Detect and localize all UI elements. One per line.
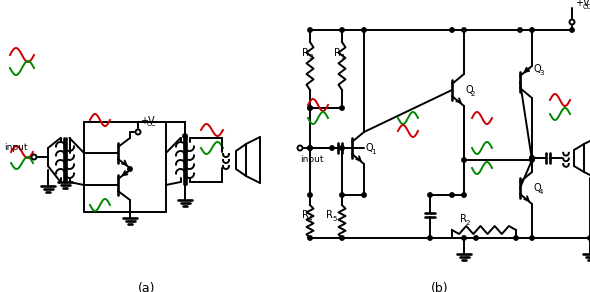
Text: Q: Q: [533, 64, 540, 74]
Text: 3: 3: [539, 70, 543, 76]
Text: 4: 4: [539, 189, 543, 195]
Circle shape: [340, 28, 344, 32]
Text: R: R: [302, 210, 309, 220]
Circle shape: [462, 158, 466, 162]
Circle shape: [340, 106, 344, 110]
Circle shape: [297, 145, 303, 150]
Text: 1: 1: [340, 54, 345, 60]
Text: 2: 2: [471, 91, 476, 97]
Bar: [84, 122, 166, 212]
Circle shape: [428, 193, 432, 197]
Text: Q: Q: [465, 85, 473, 95]
Circle shape: [128, 167, 132, 171]
Circle shape: [308, 146, 312, 150]
Circle shape: [530, 236, 534, 240]
Text: input: input: [300, 155, 323, 164]
Circle shape: [308, 28, 312, 32]
Circle shape: [362, 193, 366, 197]
Circle shape: [462, 193, 466, 197]
Text: 5: 5: [332, 216, 336, 222]
Text: R: R: [334, 48, 341, 58]
Circle shape: [31, 154, 37, 159]
Circle shape: [514, 236, 518, 240]
Text: CC: CC: [147, 121, 156, 128]
Circle shape: [308, 236, 312, 240]
Circle shape: [530, 156, 534, 160]
Circle shape: [340, 193, 344, 197]
Circle shape: [340, 146, 344, 150]
Circle shape: [462, 236, 466, 240]
Text: (a): (a): [138, 282, 156, 292]
Text: R: R: [302, 48, 309, 58]
Circle shape: [183, 134, 187, 138]
Circle shape: [588, 236, 590, 240]
Circle shape: [462, 28, 466, 32]
Text: CC: CC: [583, 4, 590, 10]
Circle shape: [450, 193, 454, 197]
Text: (b): (b): [431, 282, 449, 292]
Circle shape: [308, 146, 312, 150]
Circle shape: [530, 158, 534, 162]
Circle shape: [308, 106, 312, 110]
Text: +V: +V: [140, 116, 155, 126]
Text: Q: Q: [365, 143, 373, 153]
Text: 3: 3: [308, 54, 313, 60]
Circle shape: [570, 28, 574, 32]
Circle shape: [474, 236, 478, 240]
Circle shape: [136, 129, 140, 135]
Circle shape: [530, 156, 534, 160]
Text: +V: +V: [575, 0, 589, 8]
Circle shape: [450, 28, 454, 32]
Circle shape: [518, 28, 522, 32]
Text: 2: 2: [466, 220, 470, 226]
Text: R: R: [326, 210, 333, 220]
Circle shape: [330, 146, 334, 150]
Circle shape: [428, 236, 432, 240]
Text: input: input: [4, 143, 28, 152]
Circle shape: [362, 28, 366, 32]
Text: 4: 4: [308, 216, 312, 222]
Circle shape: [569, 20, 575, 25]
Circle shape: [340, 236, 344, 240]
Text: 1: 1: [371, 149, 375, 155]
Text: Q: Q: [533, 183, 540, 193]
Circle shape: [308, 106, 312, 110]
Circle shape: [530, 28, 534, 32]
Text: R: R: [460, 214, 467, 224]
Circle shape: [308, 193, 312, 197]
